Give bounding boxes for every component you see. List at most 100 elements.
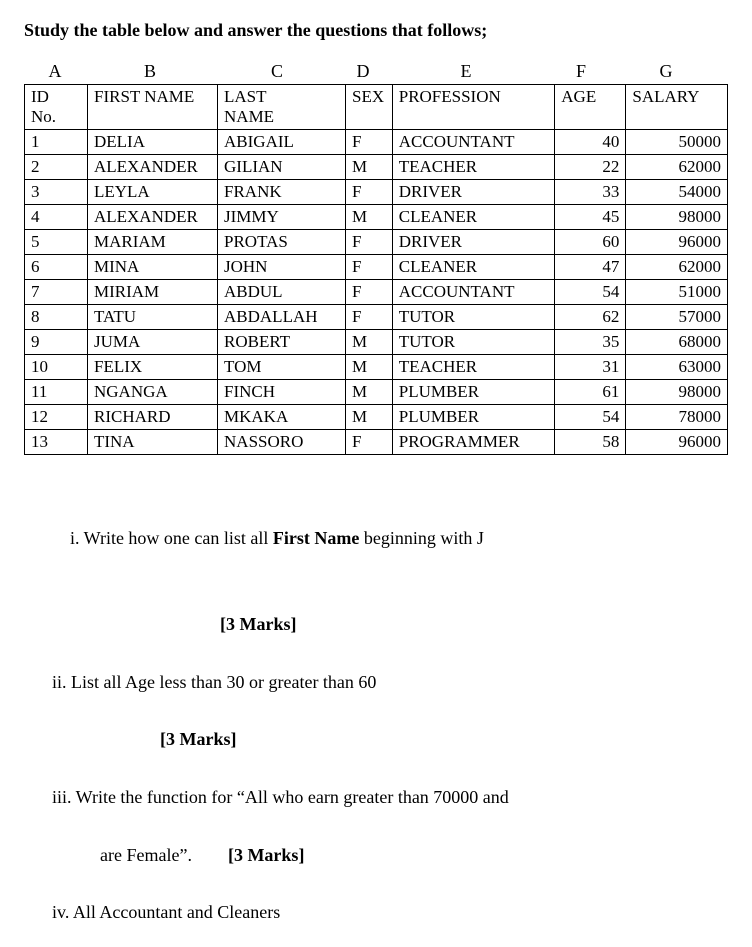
cell-profession: CLEANER: [392, 255, 555, 280]
cell-sex: M: [346, 405, 393, 430]
column-letter: F: [546, 61, 616, 82]
cell-last-name: ABDUL: [218, 280, 346, 305]
header-age: AGE: [555, 85, 626, 130]
cell-profession: CLEANER: [392, 205, 555, 230]
header-first-name: FIRST NAME: [87, 85, 217, 130]
cell-profession: TEACHER: [392, 355, 555, 380]
cell-sex: M: [346, 355, 393, 380]
cell-last-name: FINCH: [218, 380, 346, 405]
cell-first-name: NGANGA: [87, 380, 217, 405]
question-1: i. Write how one can list all First Name…: [52, 495, 728, 581]
cell-sex: M: [346, 380, 393, 405]
cell-salary: 63000: [626, 355, 728, 380]
cell-profession: ACCOUNTANT: [392, 130, 555, 155]
cell-last-name: MKAKA: [218, 405, 346, 430]
cell-first-name: TATU: [87, 305, 217, 330]
cell-last-name: GILIAN: [218, 155, 346, 180]
cell-salary: 57000: [626, 305, 728, 330]
cell-id: 8: [25, 305, 88, 330]
cell-age: 45: [555, 205, 626, 230]
column-letters-row: ABCDEFG: [24, 61, 728, 82]
cell-salary: 50000: [626, 130, 728, 155]
table-row: 3LEYLAFRANKFDRIVER3354000: [25, 180, 728, 205]
table-row: 9JUMAROBERTMTUTOR3568000: [25, 330, 728, 355]
cell-age: 60: [555, 230, 626, 255]
question-3-line2: are Female”. [3 Marks]: [52, 812, 728, 898]
cell-salary: 78000: [626, 405, 728, 430]
cell-first-name: TINA: [87, 430, 217, 455]
table-row: 2ALEXANDERGILIANMTEACHER2262000: [25, 155, 728, 180]
q3-marks: [3 Marks]: [228, 845, 304, 865]
cell-id: 5: [25, 230, 88, 255]
header-last-line2: NAME: [224, 107, 339, 127]
cell-profession: TEACHER: [392, 155, 555, 180]
table-row: 13TINANASSOROFPROGRAMMER5896000: [25, 430, 728, 455]
cell-profession: PROGRAMMER: [392, 430, 555, 455]
q1-text-pre: i. Write how one can list all: [70, 528, 273, 548]
cell-first-name: RICHARD: [87, 405, 217, 430]
cell-sex: M: [346, 330, 393, 355]
cell-id: 11: [25, 380, 88, 405]
q1-bold: First Name: [273, 528, 359, 548]
column-letter: A: [24, 61, 86, 82]
cell-profession: ACCOUNTANT: [392, 280, 555, 305]
cell-first-name: LEYLA: [87, 180, 217, 205]
column-letter: E: [386, 61, 546, 82]
column-letter: G: [616, 61, 716, 82]
header-last-name: LAST NAME: [218, 85, 346, 130]
cell-first-name: FELIX: [87, 355, 217, 380]
table-header-row: ID No. FIRST NAME LAST NAME SEX PROFESSI…: [25, 85, 728, 130]
question-4: iv. All Accountant and Cleaners: [52, 898, 728, 927]
header-salary: SALARY: [626, 85, 728, 130]
instruction-heading: Study the table below and answer the que…: [24, 20, 728, 41]
data-table: ID No. FIRST NAME LAST NAME SEX PROFESSI…: [24, 84, 728, 455]
cell-id: 9: [25, 330, 88, 355]
cell-id: 10: [25, 355, 88, 380]
cell-age: 35: [555, 330, 626, 355]
cell-id: 12: [25, 405, 88, 430]
cell-last-name: TOM: [218, 355, 346, 380]
q1-text-post: beginning with J: [359, 528, 484, 548]
cell-age: 22: [555, 155, 626, 180]
cell-salary: 98000: [626, 380, 728, 405]
cell-id: 6: [25, 255, 88, 280]
cell-profession: PLUMBER: [392, 405, 555, 430]
cell-last-name: ABDALLAH: [218, 305, 346, 330]
cell-age: 54: [555, 280, 626, 305]
cell-first-name: DELIA: [87, 130, 217, 155]
cell-sex: F: [346, 430, 393, 455]
q2-marks: [3 Marks]: [160, 729, 236, 749]
header-last-line1: LAST: [224, 87, 339, 107]
cell-first-name: MARIAM: [87, 230, 217, 255]
cell-sex: F: [346, 305, 393, 330]
q3-l2-pre: are Female”.: [100, 845, 192, 865]
table-row: 6MINAJOHNFCLEANER4762000: [25, 255, 728, 280]
cell-salary: 96000: [626, 430, 728, 455]
cell-salary: 68000: [626, 330, 728, 355]
cell-first-name: ALEXANDER: [87, 205, 217, 230]
cell-salary: 62000: [626, 155, 728, 180]
header-id-line1: ID: [31, 87, 81, 107]
cell-age: 40: [555, 130, 626, 155]
question-2: ii. List all Age less than 30 or greater…: [52, 668, 728, 697]
cell-age: 54: [555, 405, 626, 430]
cell-first-name: ALEXANDER: [87, 155, 217, 180]
table-row: 8TATUABDALLAHFTUTOR6257000: [25, 305, 728, 330]
cell-first-name: JUMA: [87, 330, 217, 355]
cell-sex: M: [346, 205, 393, 230]
cell-first-name: MIRIAM: [87, 280, 217, 305]
column-letter: B: [86, 61, 214, 82]
cell-age: 33: [555, 180, 626, 205]
column-letter: C: [214, 61, 340, 82]
header-id-line2: No.: [31, 107, 81, 127]
cell-age: 61: [555, 380, 626, 405]
cell-last-name: ABIGAIL: [218, 130, 346, 155]
column-letter: D: [340, 61, 386, 82]
question-2-marks-line: [3 Marks]: [52, 697, 728, 783]
cell-sex: F: [346, 230, 393, 255]
cell-first-name: MINA: [87, 255, 217, 280]
cell-id: 1: [25, 130, 88, 155]
cell-sex: M: [346, 155, 393, 180]
table-row: 4ALEXANDERJIMMYMCLEANER4598000: [25, 205, 728, 230]
cell-sex: F: [346, 130, 393, 155]
